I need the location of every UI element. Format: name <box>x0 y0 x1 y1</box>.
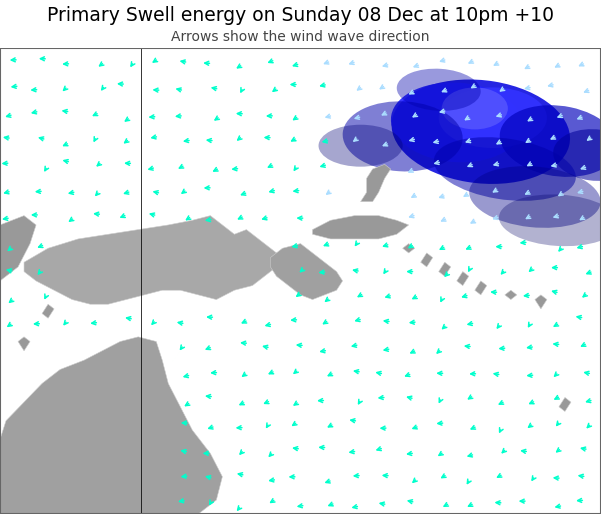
Polygon shape <box>439 262 451 276</box>
Polygon shape <box>535 295 547 309</box>
Polygon shape <box>403 244 415 253</box>
Polygon shape <box>270 244 343 300</box>
Polygon shape <box>361 164 391 201</box>
Ellipse shape <box>392 80 570 184</box>
Ellipse shape <box>434 137 576 201</box>
Polygon shape <box>18 337 30 351</box>
Ellipse shape <box>397 69 481 111</box>
Polygon shape <box>505 290 517 300</box>
Polygon shape <box>0 216 36 281</box>
Ellipse shape <box>319 125 403 167</box>
Ellipse shape <box>343 101 463 172</box>
Polygon shape <box>313 216 409 239</box>
Ellipse shape <box>499 194 601 246</box>
Polygon shape <box>559 397 571 411</box>
Ellipse shape <box>469 166 600 228</box>
Text: Primary Swell energy on Sunday 08 Dec at 10pm +10: Primary Swell energy on Sunday 08 Dec at… <box>47 6 554 25</box>
Ellipse shape <box>442 87 508 130</box>
Polygon shape <box>24 216 282 304</box>
Text: Arrows show the wind wave direction: Arrows show the wind wave direction <box>171 30 430 44</box>
Polygon shape <box>457 271 469 286</box>
Polygon shape <box>421 253 433 267</box>
Ellipse shape <box>553 129 601 181</box>
Polygon shape <box>42 304 54 318</box>
Ellipse shape <box>391 83 523 162</box>
Ellipse shape <box>499 105 601 177</box>
Polygon shape <box>475 281 487 295</box>
Polygon shape <box>0 337 222 514</box>
Ellipse shape <box>439 87 547 148</box>
